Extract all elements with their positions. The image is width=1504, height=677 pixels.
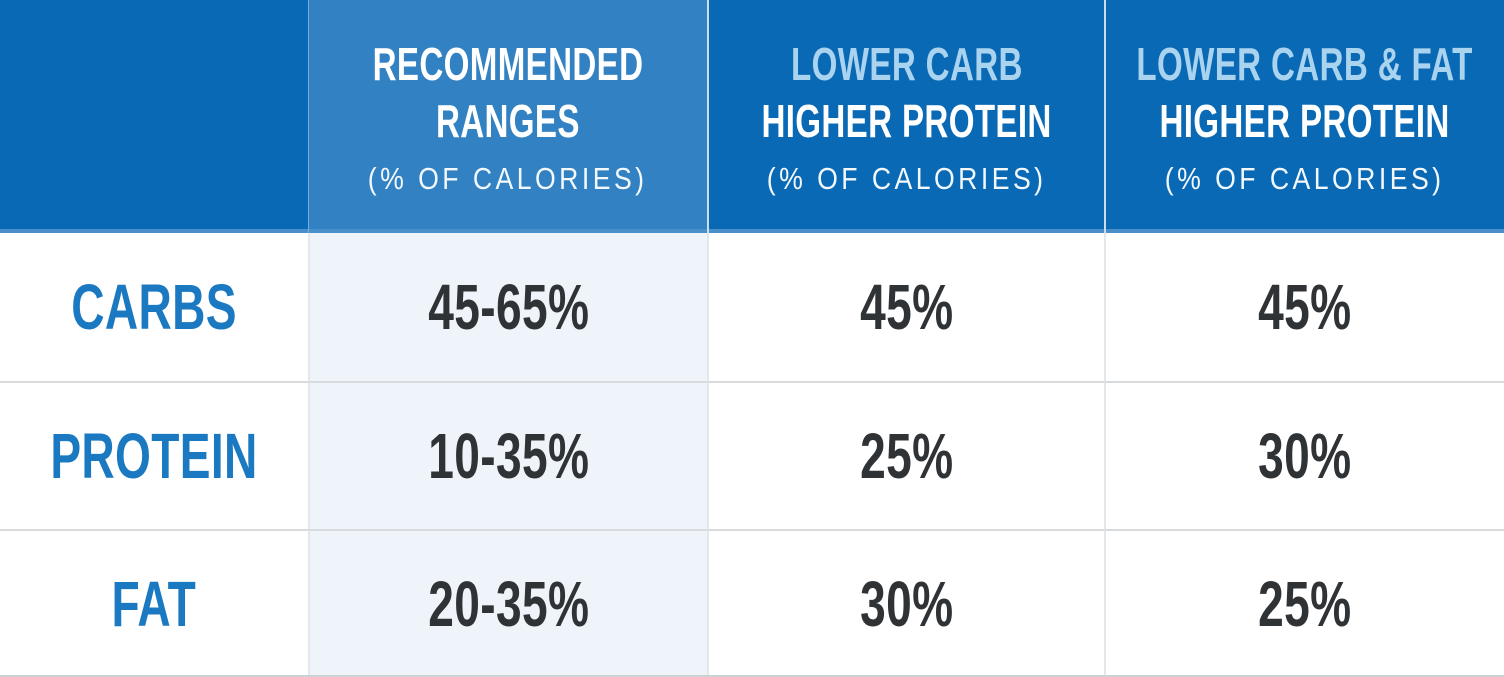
header-title-line: RECOMMENDED [372, 38, 644, 91]
row-label-protein: PROTEIN [0, 381, 308, 529]
header-subtitle: (% OF CALORIES) [766, 160, 1047, 196]
cell-fat-lower-carb: 30% [707, 529, 1104, 675]
cell-carbs-lower-carb: 45% [707, 233, 1104, 381]
cell-fat-recommended: 20-35% [308, 529, 707, 675]
header-recommended-ranges: RECOMMENDED RANGES (% OF CALORIES) [308, 0, 707, 233]
header-spacer-cell [0, 0, 308, 233]
cell-carbs-lower-carb-fat: 45% [1104, 233, 1504, 381]
header-title: LOWER CARB & FAT HIGHER PROTEIN [1106, 36, 1504, 148]
cell-protein-lower-carb: 25% [707, 381, 1104, 529]
header-subtitle: (% OF CALORIES) [368, 160, 648, 196]
cell-protein-recommended: 10-35% [308, 381, 707, 529]
cell-protein-lower-carb-fat: 30% [1104, 381, 1504, 529]
header-subtitle: (% OF CALORIES) [1165, 160, 1445, 196]
cell-fat-lower-carb-fat: 25% [1104, 529, 1504, 675]
header-title-line: LOWER CARB & FAT [1136, 38, 1474, 91]
cell-carbs-recommended: 45-65% [308, 233, 707, 381]
header-lower-carb-fat: LOWER CARB & FAT HIGHER PROTEIN (% OF CA… [1104, 0, 1504, 233]
header-title-line: HIGHER PROTEIN [761, 94, 1052, 147]
header-title-line: RANGES [436, 94, 580, 147]
header-title-line: HIGHER PROTEIN [1159, 94, 1451, 147]
row-label-fat: FAT [0, 529, 308, 675]
header-title: LOWER CARB HIGHER PROTEIN [709, 36, 1104, 148]
header-lower-carb: LOWER CARB HIGHER PROTEIN (% OF CALORIES… [707, 0, 1104, 233]
header-title: RECOMMENDED RANGES [320, 36, 696, 148]
row-label-carbs: CARBS [0, 233, 308, 381]
header-title-line: LOWER CARB [790, 38, 1023, 91]
